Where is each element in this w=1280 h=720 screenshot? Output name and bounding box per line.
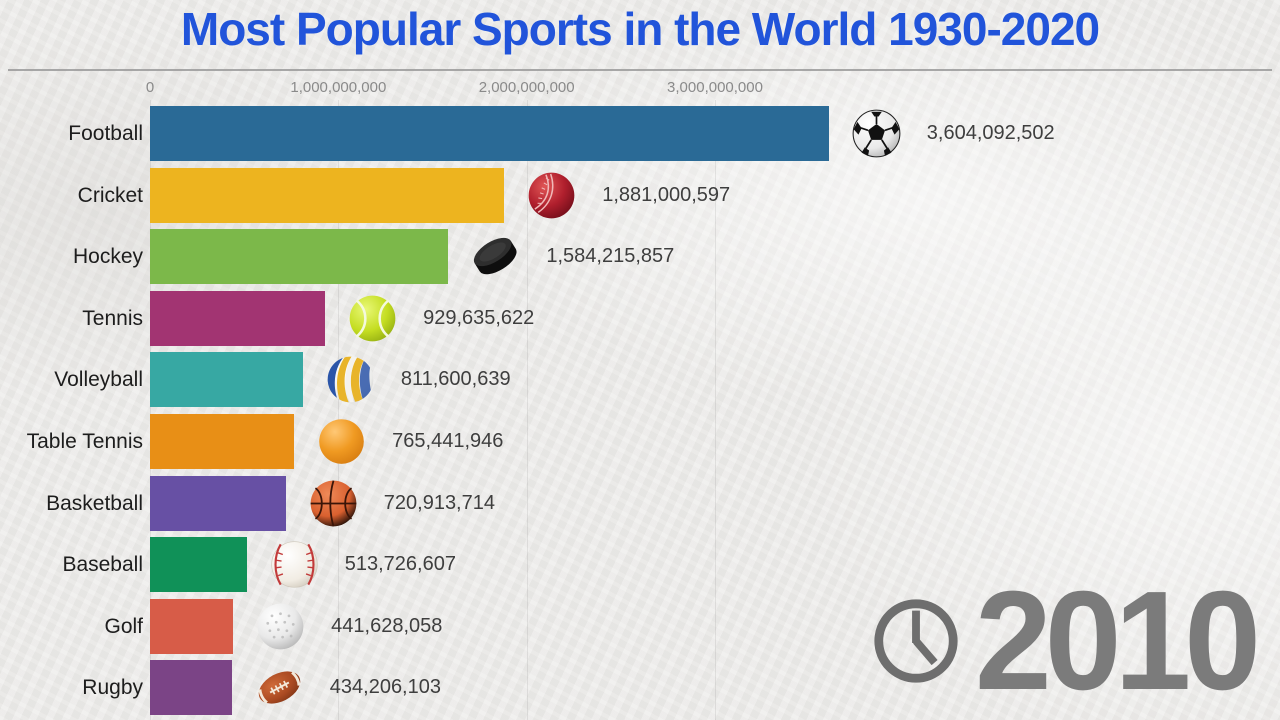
value-label: 720,913,714: [383, 491, 495, 514]
value-label: 441,628,058: [331, 614, 443, 637]
value-label: 3,604,092,502: [926, 122, 1055, 144]
value-label: 1,584,215,857: [546, 245, 675, 268]
bar-row: Table Tennis 765,441,946: [0, 414, 1280, 469]
x-axis-tick: 0: [145, 79, 155, 96]
category-label: Table Tennis: [26, 430, 143, 453]
category-label: Golf: [104, 614, 143, 638]
bar: [150, 229, 449, 285]
rugby-ball-icon: [254, 662, 305, 713]
category-label: Tennis: [82, 306, 143, 330]
soccer-ball-icon: [851, 108, 902, 159]
year-indicator: 2010: [869, 562, 1261, 720]
bar-row: Hockey 1,584,215,857: [0, 229, 1280, 285]
bar: [150, 106, 829, 161]
title-divider: [8, 69, 1272, 71]
hockey-puck-icon: [470, 231, 521, 282]
category-label: Rugby: [82, 676, 143, 700]
bar-row: Basketball 720,913,714: [0, 475, 1280, 531]
category-label: Hockey: [72, 245, 143, 269]
category-label: Baseball: [62, 553, 143, 577]
bar: [150, 167, 505, 223]
bar-row: Football 3,604,092,502: [0, 106, 1280, 161]
bar: [150, 290, 326, 346]
gridline: [338, 100, 340, 720]
baseball-icon: [269, 539, 320, 590]
clock-icon: [874, 599, 958, 683]
bar-row: Tennis 929,635,622: [0, 290, 1280, 346]
bar-row: Cricket 1,881,000,597: [0, 167, 1280, 223]
bar-row: Rugby 434,206,103: [0, 660, 1280, 716]
category-label: Football: [68, 122, 143, 145]
bar: [150, 660, 232, 716]
bar: [150, 475, 286, 531]
tennis-ball-icon: [347, 293, 398, 344]
chart-title: Most Popular Sports in the World 1930-20…: [180, 3, 1100, 55]
category-label: Basketball: [46, 491, 143, 515]
bar: [150, 598, 234, 654]
table-tennis-ball-icon: [316, 416, 367, 467]
gridline: [150, 100, 151, 720]
value-label: 513,726,607: [344, 553, 456, 576]
basketball-icon: [308, 478, 359, 529]
bar-row: Golf 441,628,058: [0, 598, 1280, 654]
current-year: 2010: [975, 562, 1261, 720]
category-label: Volleyball: [54, 368, 143, 392]
value-label: 1,881,000,597: [602, 183, 731, 206]
value-label: 765,441,946: [392, 430, 504, 452]
x-axis-tick: 2,000,000,000: [478, 79, 575, 96]
bar: [150, 537, 247, 593]
volleyball-icon: [325, 354, 376, 405]
x-axis-tick: 1,000,000,000: [290, 79, 387, 96]
bar: [150, 414, 295, 469]
value-label: 434,206,103: [329, 676, 441, 699]
golf-ball-icon: [255, 601, 306, 652]
value-label: 811,600,639: [400, 368, 511, 391]
bar: [150, 352, 303, 408]
gridline: [715, 100, 716, 720]
bar-row: Baseball 513,726,607: [0, 537, 1280, 593]
x-axis-tick: 3,000,000,000: [667, 79, 763, 96]
category-label: Cricket: [77, 183, 143, 207]
cricket-ball-icon: [526, 170, 577, 221]
value-label: 929,635,622: [423, 306, 535, 329]
bar-row: Volleyball 811,600,639: [0, 352, 1280, 408]
gridline: [526, 100, 528, 720]
